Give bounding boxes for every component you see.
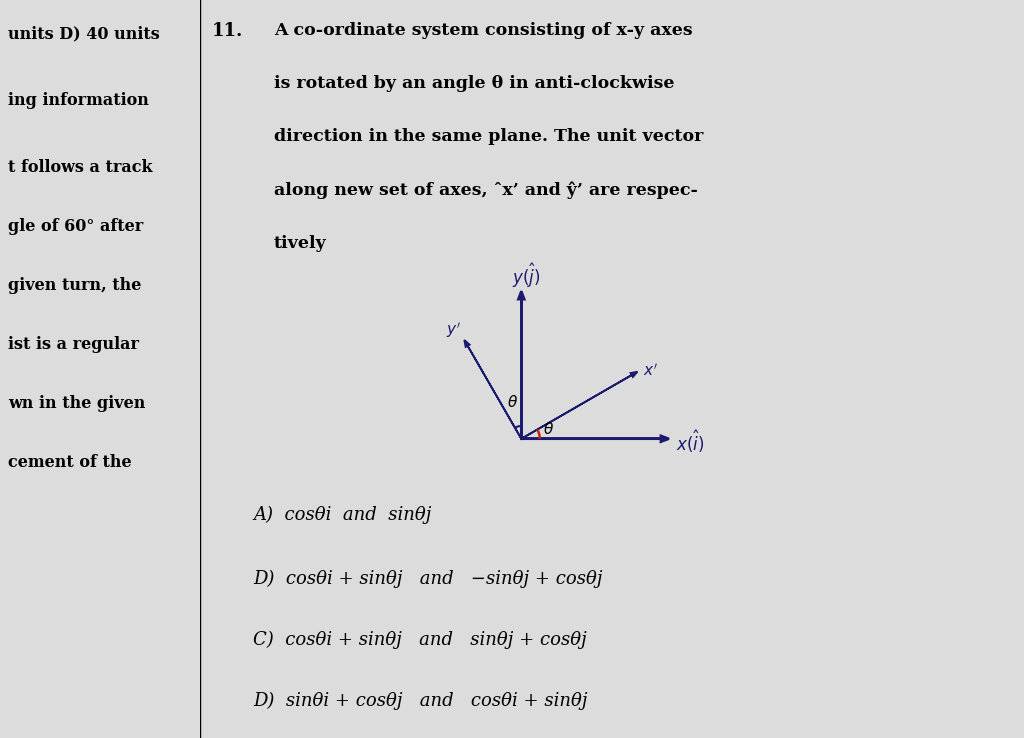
FancyArrow shape	[521, 435, 669, 442]
Text: given turn, the: given turn, the	[8, 277, 141, 294]
Text: $y(\hat{j})$: $y(\hat{j})$	[512, 262, 541, 291]
Text: 11.: 11.	[212, 22, 244, 40]
Text: D)  cosθi + sinθj   and   −sinθj + cosθj: D) cosθi + sinθj and −sinθj + cosθj	[253, 570, 603, 587]
Text: C)  cosθi + sinθj   and   sinθj + cosθj: C) cosθi + sinθj and sinθj + cosθj	[253, 630, 587, 649]
Text: A)  cosθi  and  sinθj: A) cosθi and sinθj	[253, 506, 432, 524]
Text: ing information: ing information	[8, 92, 148, 109]
Text: ist is a regular: ist is a regular	[8, 336, 139, 353]
Text: gle of 60° after: gle of 60° after	[8, 218, 143, 235]
Text: direction in the same plane. The unit vector: direction in the same plane. The unit ve…	[273, 128, 703, 145]
Text: $x(\hat{i})$: $x(\hat{i})$	[676, 429, 705, 455]
FancyArrow shape	[521, 372, 638, 439]
FancyArrow shape	[518, 292, 524, 439]
Text: units D) 40 units: units D) 40 units	[8, 26, 160, 43]
Text: $x'$: $x'$	[643, 362, 657, 379]
Text: is rotated by an angle θ in anti-clockwise: is rotated by an angle θ in anti-clockwi…	[273, 75, 675, 92]
Text: tively: tively	[273, 235, 327, 252]
Text: wn in the given: wn in the given	[8, 395, 145, 412]
Text: t follows a track: t follows a track	[8, 159, 153, 176]
Text: $\theta$: $\theta$	[544, 421, 554, 437]
Text: $y'$: $y'$	[446, 320, 461, 339]
Text: $\theta$: $\theta$	[507, 394, 517, 410]
Text: A co-ordinate system consisting of x-y axes: A co-ordinate system consisting of x-y a…	[273, 22, 692, 39]
FancyArrow shape	[464, 340, 521, 439]
Text: along new set of axes, ˆx’ and ŷ’ are respec-: along new set of axes, ˆx’ and ŷ’ are re…	[273, 182, 697, 199]
Text: cement of the: cement of the	[8, 454, 132, 471]
Text: D)  sinθi + cosθj   and   cosθi + sinθj: D) sinθi + cosθj and cosθi + sinθj	[253, 692, 588, 710]
